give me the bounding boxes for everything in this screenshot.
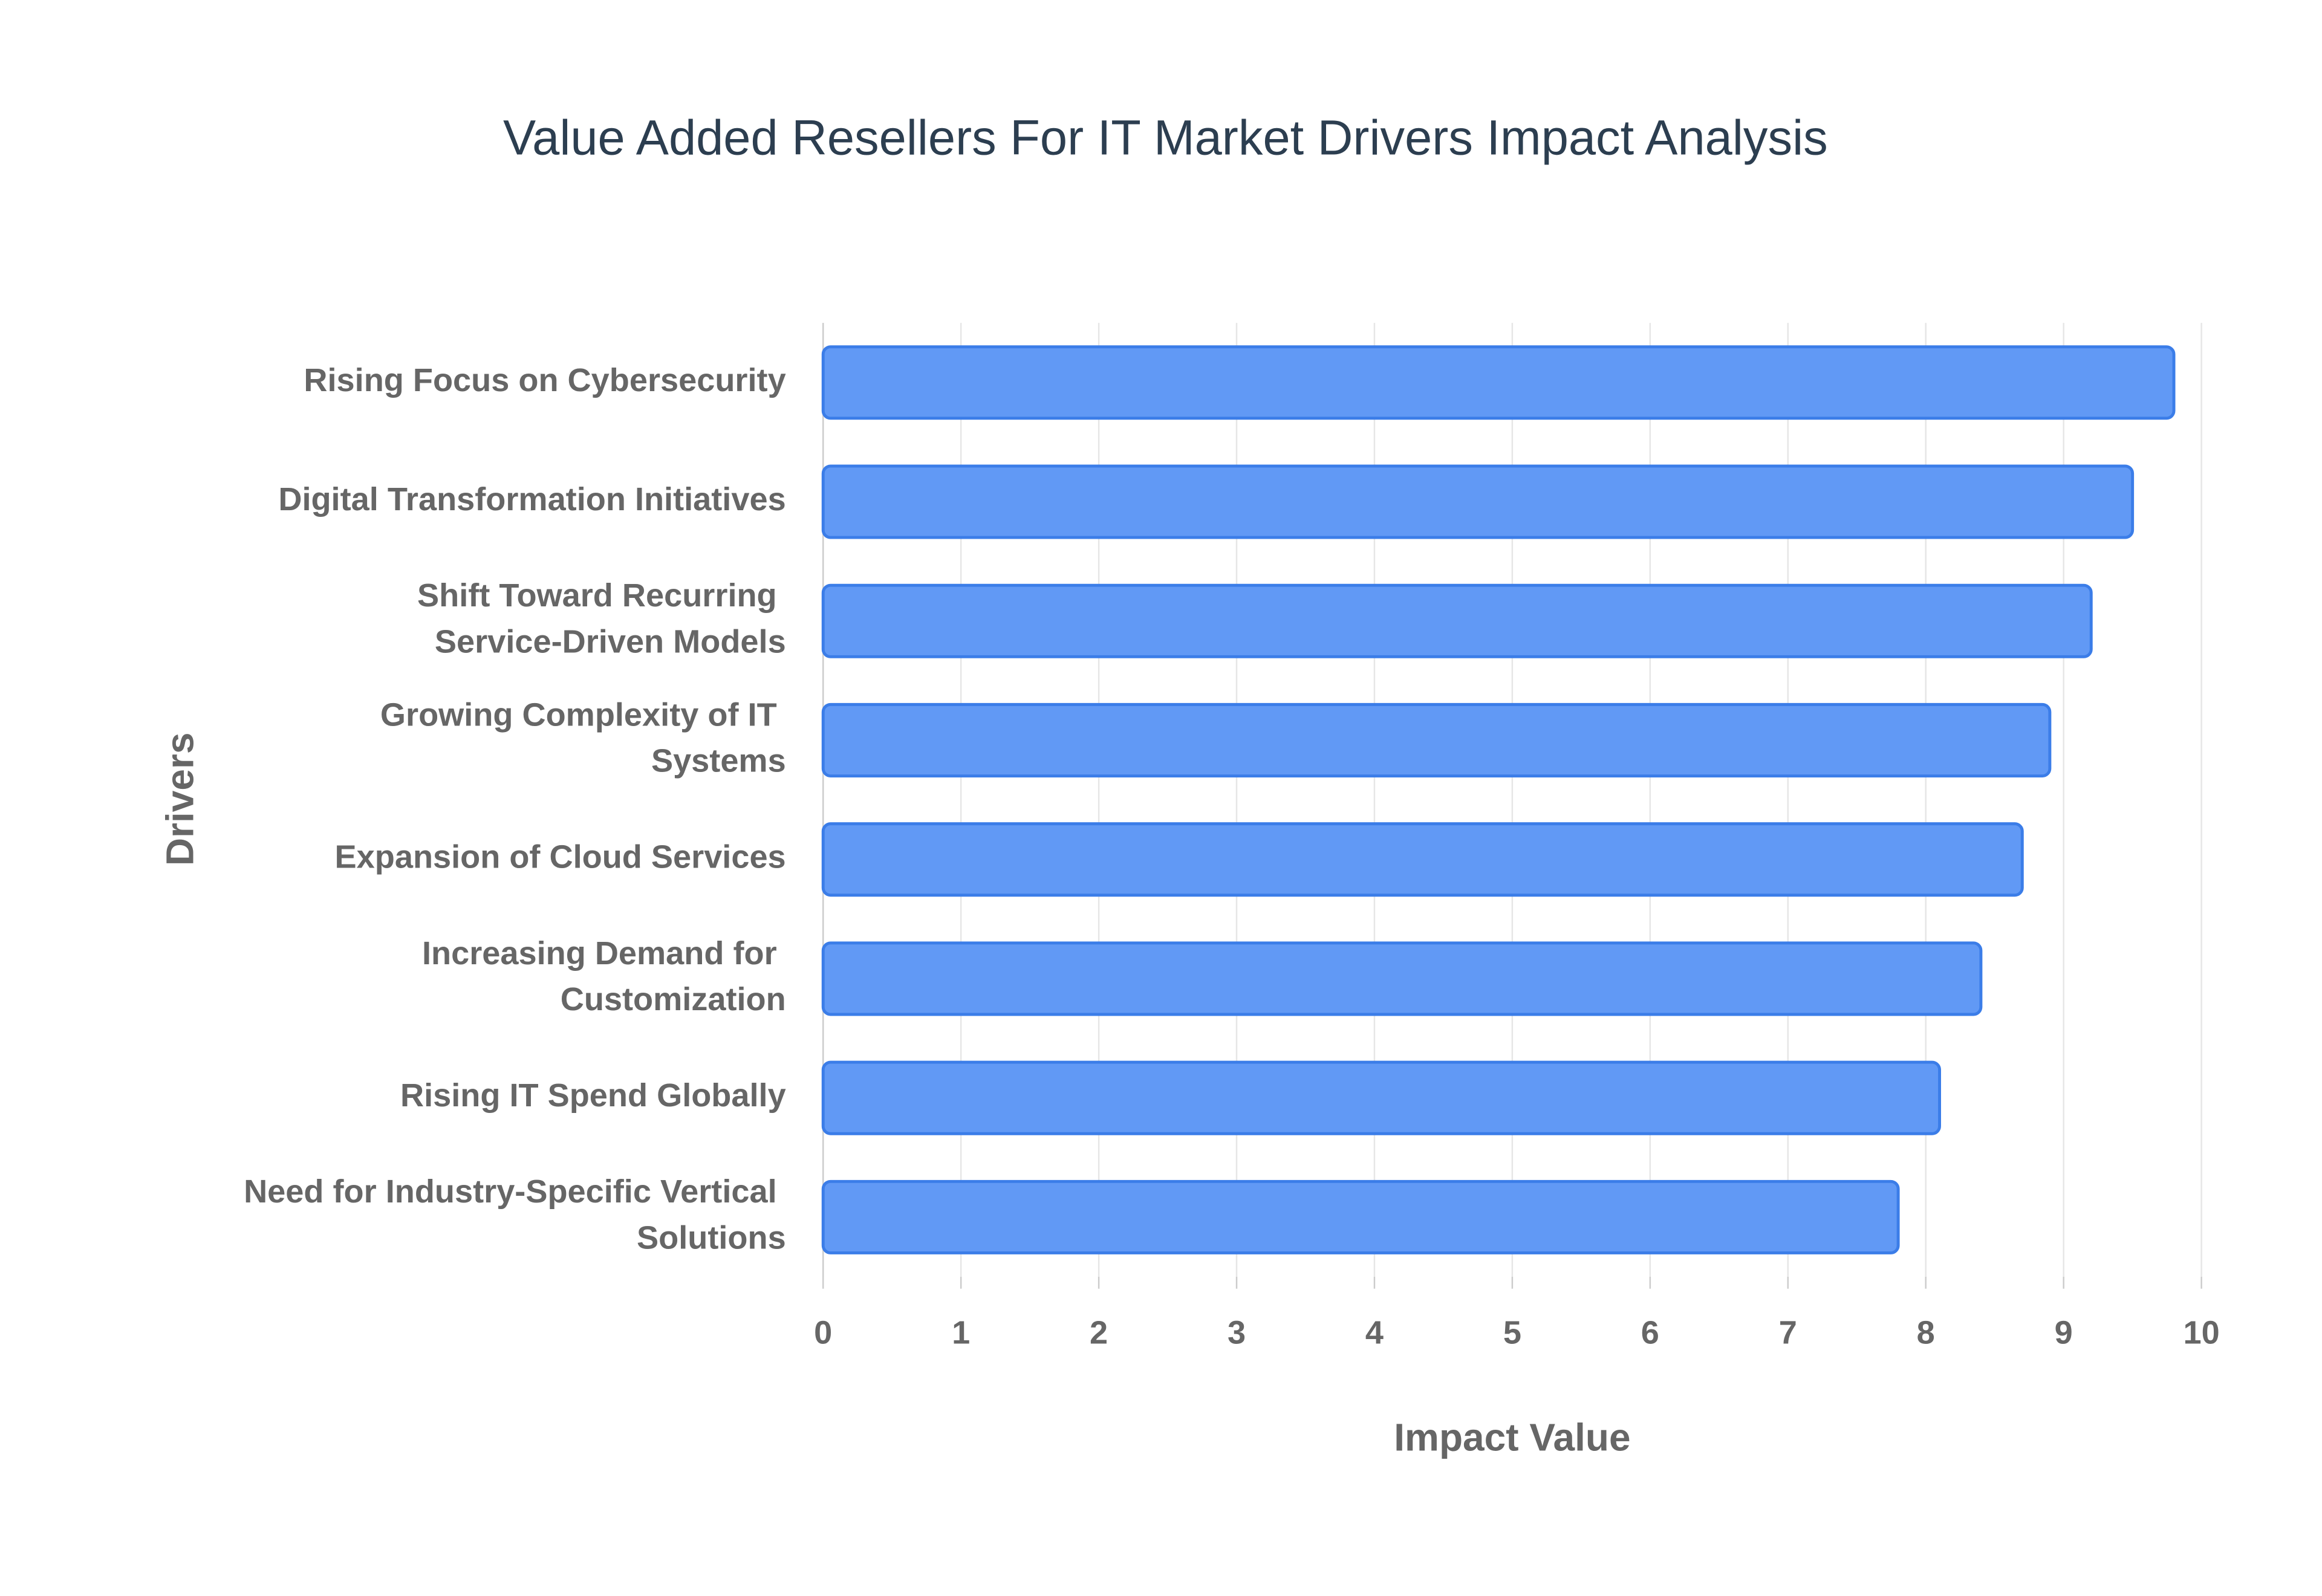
x-tick-label: 1 xyxy=(952,1314,970,1351)
y-tick-label: Rising Focus on Cybersecurity xyxy=(304,362,785,398)
bar xyxy=(821,1179,1900,1254)
bar xyxy=(821,464,2135,539)
chart-title: Value Added Resellers For IT Market Driv… xyxy=(503,110,1828,165)
y-tick-label: Shift Toward Recurring Service-Driven Mo… xyxy=(417,577,786,660)
bar xyxy=(821,822,2024,897)
bar xyxy=(821,345,2176,420)
x-tick-label: 7 xyxy=(1779,1314,1797,1351)
x-tick-label: 10 xyxy=(2183,1314,2219,1351)
y-tick-label: Rising IT Spend Globally xyxy=(400,1077,786,1114)
y-tick-label: Digital Transformation Initiatives xyxy=(278,481,785,517)
bar xyxy=(821,583,2093,658)
bar xyxy=(821,1060,1941,1135)
x-tick-label: 8 xyxy=(1917,1314,1935,1351)
y-tick-label: Expansion of Cloud Services xyxy=(335,839,786,875)
x-tick-label: 2 xyxy=(1090,1314,1108,1351)
x-tick-label: 5 xyxy=(1503,1314,1521,1351)
x-axis-title: Impact Value xyxy=(1394,1416,1630,1459)
y-tick-label: Need for Industry-Specific Vertical Solu… xyxy=(244,1174,786,1256)
x-tick-label: 9 xyxy=(2055,1314,2073,1351)
x-tick-label: 6 xyxy=(1641,1314,1659,1351)
x-tick-label: 0 xyxy=(814,1314,832,1351)
y-axis-title: Drivers xyxy=(158,733,202,866)
bar xyxy=(821,941,1983,1016)
bar xyxy=(821,702,2052,777)
x-tick-label: 3 xyxy=(1228,1314,1246,1351)
x-tick-label: 4 xyxy=(1365,1314,1384,1351)
y-tick-label: Increasing Demand for Customization xyxy=(422,935,786,1017)
y-tick-label: Growing Complexity of IT Systems xyxy=(380,697,786,779)
